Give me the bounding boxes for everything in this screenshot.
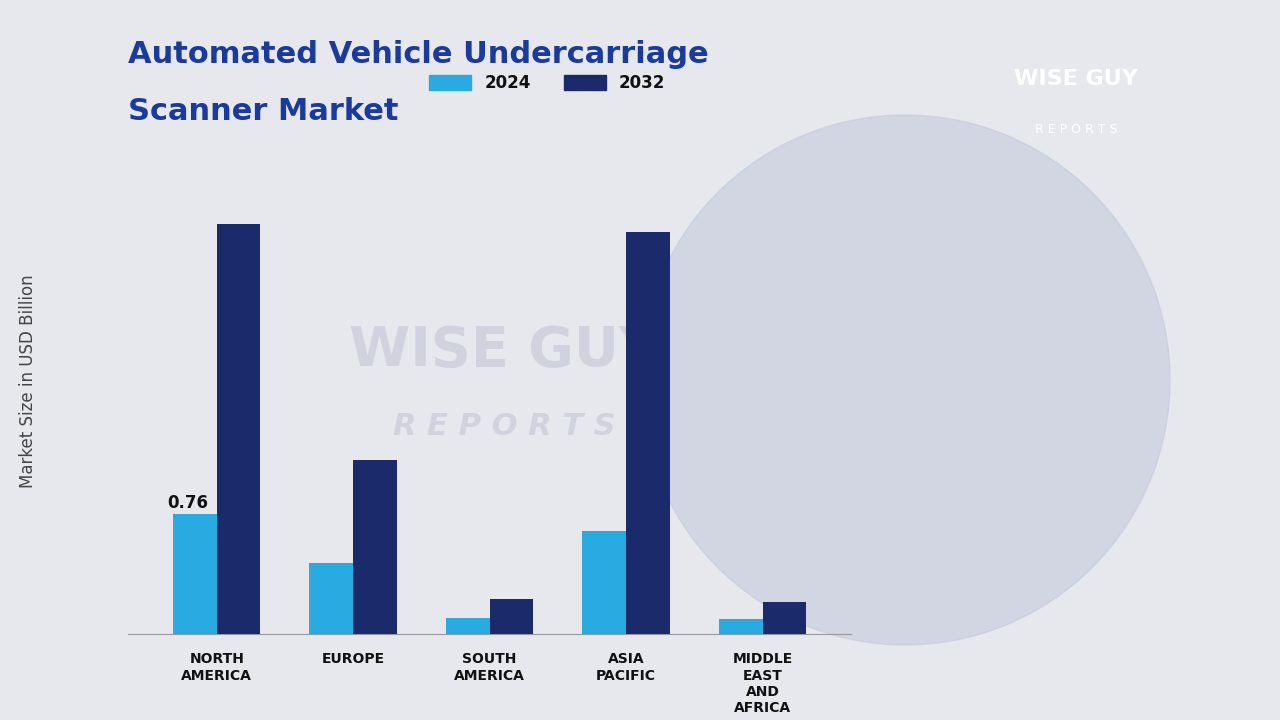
Bar (445, 618, 489, 634)
Circle shape (640, 115, 1170, 645)
Bar (626, 232, 669, 634)
Bar (216, 224, 260, 634)
Bar (489, 599, 534, 634)
Bar (353, 460, 397, 634)
Text: Scanner Market: Scanner Market (128, 97, 398, 126)
Bar (582, 531, 626, 634)
Text: R E P O R T S: R E P O R T S (393, 413, 616, 441)
Text: R E P O R T S: R E P O R T S (1034, 123, 1117, 136)
Bar (310, 563, 353, 634)
Text: WISE GUY: WISE GUY (1014, 69, 1138, 89)
Text: Market Size in USD Billion: Market Size in USD Billion (19, 275, 37, 488)
Text: 0.76: 0.76 (168, 495, 209, 513)
Text: Automated Vehicle Undercarriage: Automated Vehicle Undercarriage (128, 40, 709, 68)
Text: WISE GUY: WISE GUY (349, 324, 659, 379)
Bar (719, 619, 763, 634)
Bar (173, 514, 216, 634)
Bar (763, 602, 806, 634)
Legend: 2024, 2032: 2024, 2032 (422, 68, 672, 99)
